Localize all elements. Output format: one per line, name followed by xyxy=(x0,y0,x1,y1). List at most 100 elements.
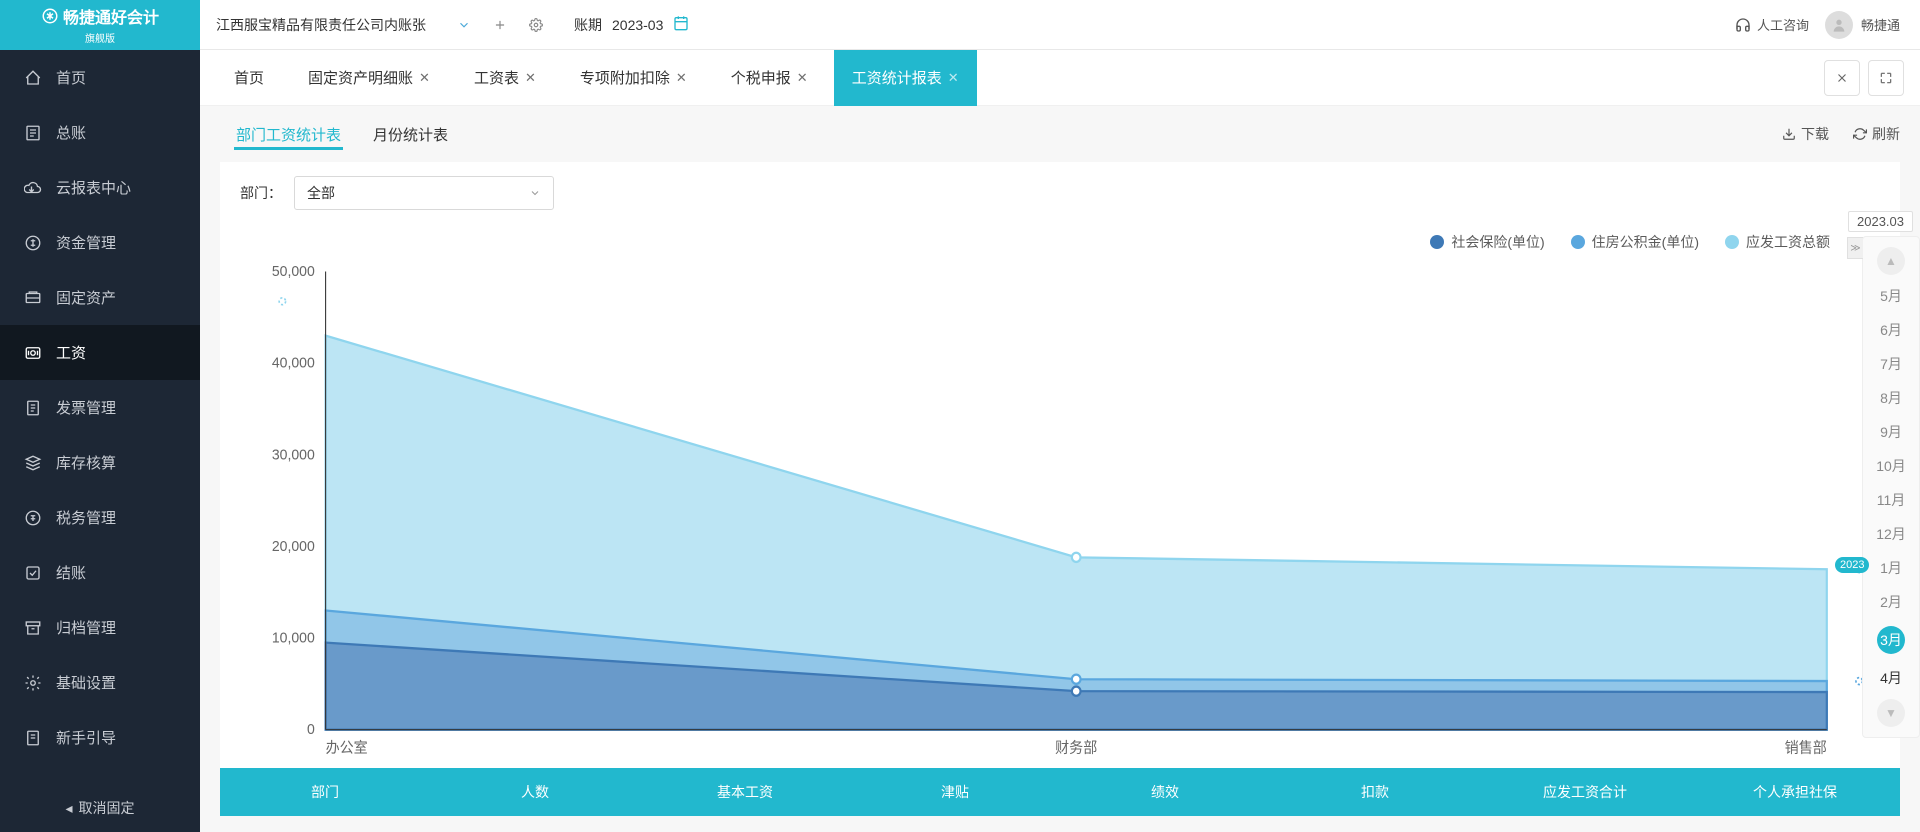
svg-text:10,000: 10,000 xyxy=(272,630,315,646)
sidebar-item-close[interactable]: 结账 xyxy=(0,545,200,600)
stock-icon xyxy=(24,454,42,472)
legend-item[interactable]: 住房公积金(单位) xyxy=(1571,232,1699,252)
settings-icon xyxy=(24,674,42,692)
plus-icon[interactable] xyxy=(486,11,514,39)
tab-close-icon[interactable]: ✕ xyxy=(419,70,430,86)
subtab-1[interactable]: 月份统计表 xyxy=(357,106,464,162)
month-down[interactable]: ▼ xyxy=(1877,699,1905,727)
chart-legend: 社会保险(单位) 住房公积金(单位) 应发工资总额 xyxy=(250,224,1870,260)
sidebar-item-home[interactable]: 首页 xyxy=(0,50,200,105)
fullscreen-icon[interactable] xyxy=(1868,60,1904,96)
asset-icon xyxy=(24,289,42,307)
svg-text:40,000: 40,000 xyxy=(272,355,315,371)
sidebar-item-archive[interactable]: 归档管理 xyxy=(0,600,200,655)
period-label: 账期 xyxy=(574,15,602,35)
subtab-0[interactable]: 部门工资统计表 xyxy=(220,106,357,162)
legend-item[interactable]: 应发工资总额 xyxy=(1725,232,1830,252)
tab-1[interactable]: 固定资产明细账✕ xyxy=(290,50,448,106)
sidebar-item-invoice[interactable]: 发票管理 xyxy=(0,380,200,435)
month-item[interactable]: 9月 xyxy=(1863,415,1919,449)
month-item[interactable]: 4月 xyxy=(1863,661,1919,695)
rail-toggle[interactable]: ≫ xyxy=(1847,237,1863,259)
subtabs: 部门工资统计表月份统计表 下载 刷新 xyxy=(220,106,1900,162)
sidebar-item-cloud[interactable]: 云报表中心 xyxy=(0,160,200,215)
table-column-header: 基本工资 xyxy=(640,782,850,802)
tax-icon xyxy=(24,509,42,527)
month-item[interactable]: 2月 xyxy=(1863,585,1919,619)
ledger-icon xyxy=(24,124,42,142)
month-item[interactable]: 5月 xyxy=(1863,279,1919,313)
month-picker: ≫ 2023.03 ▲5月6月7月8月9月10月11月12月1月2月3月4月▼ xyxy=(1862,236,1920,738)
month-item[interactable]: 12月 xyxy=(1863,517,1919,551)
month-item[interactable]: 3月 xyxy=(1863,619,1919,661)
svg-text:30,000: 30,000 xyxy=(272,447,315,463)
tab-0[interactable]: 首页 xyxy=(216,50,282,106)
tab-close-icon[interactable]: ✕ xyxy=(948,70,959,86)
table-column-header: 绩效 xyxy=(1060,782,1270,802)
sidebar-item-ledger[interactable]: 总账 xyxy=(0,105,200,160)
download-button[interactable]: 下载 xyxy=(1782,124,1829,144)
home-icon xyxy=(24,69,42,87)
svg-text:0: 0 xyxy=(307,722,315,738)
month-up[interactable]: ▲ xyxy=(1877,247,1905,275)
fund-icon xyxy=(24,234,42,252)
main-content: 首页固定资产明细账✕工资表✕专项附加扣除✕个税申报✕工资统计报表✕ 部门工资统计… xyxy=(200,50,1920,832)
month-item[interactable]: 1月 xyxy=(1863,551,1919,585)
headset-icon xyxy=(1735,17,1751,33)
logo-sub: 旗舰版 xyxy=(85,30,115,45)
svg-text:财务部: 财务部 xyxy=(1055,739,1097,756)
department-select[interactable]: 全部 xyxy=(294,176,554,210)
sidebar-item-settings[interactable]: 基础设置 xyxy=(0,655,200,710)
avatar xyxy=(1825,11,1853,39)
sidebar-item-tax[interactable]: 税务管理 xyxy=(0,490,200,545)
table-column-header: 个人承担社保 xyxy=(1690,782,1900,802)
invoice-icon xyxy=(24,399,42,417)
sidebar-item-fund[interactable]: 资金管理 xyxy=(0,215,200,270)
archive-icon xyxy=(24,619,42,637)
close-icon xyxy=(24,564,42,582)
month-item[interactable]: 7月 xyxy=(1863,347,1919,381)
table-column-header: 津贴 xyxy=(850,782,1060,802)
consult-button[interactable]: 人工咨询 xyxy=(1735,15,1809,34)
sidebar-collapse[interactable]: ◂取消固定 xyxy=(0,784,200,832)
month-item[interactable]: 8月 xyxy=(1863,381,1919,415)
refresh-button[interactable]: 刷新 xyxy=(1853,124,1900,144)
logo: 畅捷通好会计 旗舰版 xyxy=(0,0,200,50)
svg-text:销售部: 销售部 xyxy=(1785,739,1827,756)
logo-text: 畅捷通好会计 xyxy=(63,4,159,28)
month-item[interactable]: 6月 xyxy=(1863,313,1919,347)
sidebar-item-stock[interactable]: 库存核算 xyxy=(0,435,200,490)
tab-3[interactable]: 专项附加扣除✕ xyxy=(562,50,705,106)
filter-row: 部门： 全部 xyxy=(220,162,1900,224)
sidebar-item-asset[interactable]: 固定资产 xyxy=(0,270,200,325)
svg-text:办公室: 办公室 xyxy=(326,739,368,756)
tab-4[interactable]: 个税申报✕ xyxy=(713,50,826,106)
company-name[interactable]: 江西服宝精品有限责任公司内账张 xyxy=(200,15,442,35)
tab-2[interactable]: 工资表✕ xyxy=(456,50,554,106)
download-icon xyxy=(1782,127,1796,141)
filter-label: 部门： xyxy=(240,183,282,203)
salary-chart: 010,00020,00030,00040,00050,000办公室财务部销售部 xyxy=(250,260,1870,764)
tab-close-icon[interactable]: ✕ xyxy=(797,70,808,86)
month-item[interactable]: 11月 xyxy=(1863,483,1919,517)
collapse-icon: ◂ xyxy=(65,800,72,817)
tab-close-icon[interactable]: ✕ xyxy=(525,70,536,86)
gear-icon[interactable] xyxy=(522,11,550,39)
table-column-header: 部门 xyxy=(220,782,430,802)
month-year-label: 2023.03 xyxy=(1848,211,1913,232)
table-column-header: 应发工资合计 xyxy=(1480,782,1690,802)
sidebar-item-salary[interactable]: 工资 xyxy=(0,325,200,380)
legend-item[interactable]: 社会保险(单位) xyxy=(1430,232,1544,252)
calendar-icon[interactable] xyxy=(673,15,689,34)
guide-icon xyxy=(24,729,42,747)
svg-text:20,000: 20,000 xyxy=(272,539,315,555)
tab-close-icon[interactable]: ✕ xyxy=(676,70,687,86)
chevron-down-icon[interactable] xyxy=(450,11,478,39)
month-item[interactable]: 10月 xyxy=(1863,449,1919,483)
chevron-down-icon xyxy=(529,187,541,199)
user-menu[interactable]: 畅捷通 xyxy=(1825,11,1900,39)
period-value: 2023-03 xyxy=(612,17,663,33)
tab-5[interactable]: 工资统计报表✕ xyxy=(834,50,977,106)
sidebar-item-guide[interactable]: 新手引导 xyxy=(0,710,200,765)
close-all-tabs[interactable] xyxy=(1824,60,1860,96)
